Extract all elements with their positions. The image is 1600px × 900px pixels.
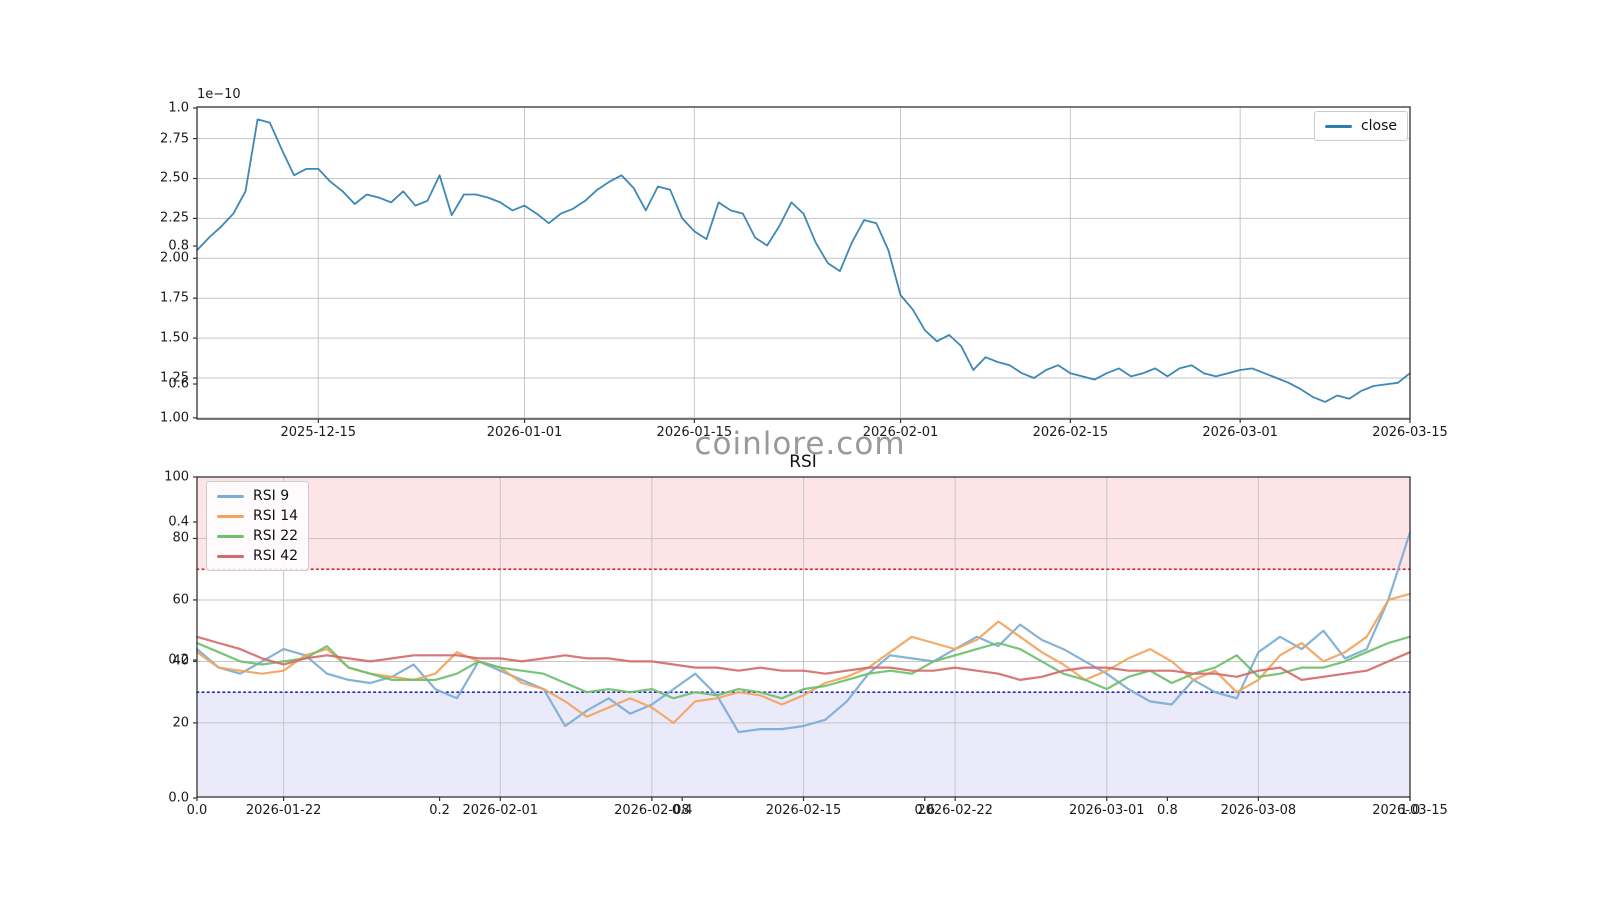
legend-close: close xyxy=(1313,111,1408,141)
legend-label-rsi-9: RSI 9 xyxy=(253,488,290,504)
legend-item-close: close xyxy=(1324,116,1397,136)
axes-border xyxy=(196,106,1411,420)
y-axis-offset-text: 1e−10 xyxy=(197,87,241,102)
rsi-14-line-sample xyxy=(217,514,244,518)
watermark: coinlore.com xyxy=(694,426,906,462)
legend-rsi: RSI 9 RSI 14 RSI 22 RSI 42 xyxy=(206,481,310,571)
rsi-42-line-sample xyxy=(217,554,244,558)
rsi-22-line-sample xyxy=(217,534,244,538)
rsi-9-line-sample xyxy=(217,494,244,498)
rsi-chart-title: RSI xyxy=(789,452,817,472)
legend-item-rsi-42: RSI 42 xyxy=(217,546,298,566)
close-line-sample xyxy=(1324,124,1352,128)
legend-label-rsi-14: RSI 14 xyxy=(253,508,299,524)
legend-item-rsi-22: RSI 22 xyxy=(217,526,298,546)
legend-item-rsi-9: RSI 9 xyxy=(217,486,298,506)
rsi-22-line xyxy=(195,635,1412,700)
legend-label-close: close xyxy=(1360,118,1397,134)
close-line xyxy=(196,118,1411,403)
rsi-42-line xyxy=(195,635,1412,682)
legend-label-rsi-22: RSI 22 xyxy=(253,528,299,544)
legend-label-rsi-42: RSI 42 xyxy=(253,548,299,564)
legend-item-rsi-14: RSI 14 xyxy=(217,506,298,526)
rsi-9-line xyxy=(195,531,1412,734)
